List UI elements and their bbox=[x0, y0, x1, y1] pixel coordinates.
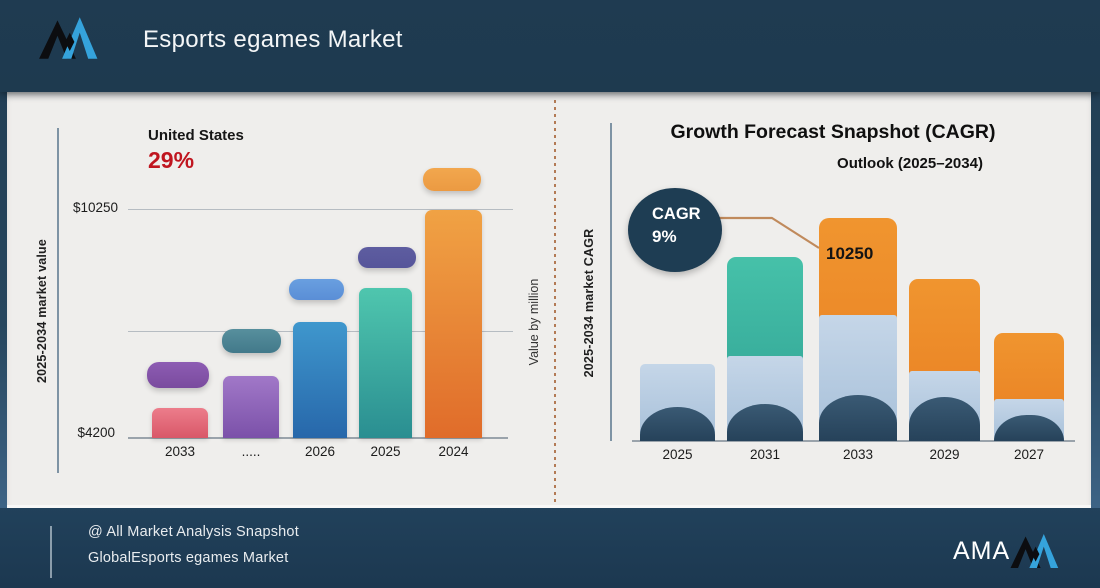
left-y-tick-top: $10250 bbox=[72, 200, 118, 215]
left-y-axis-label: 2025-2034 market value bbox=[35, 238, 49, 384]
right-bar-segment-2031 bbox=[727, 404, 803, 441]
cagr-badge: CAGR 9% bbox=[628, 188, 722, 272]
left-bar-2025 bbox=[359, 288, 412, 438]
footer-brand-text: AMA bbox=[953, 537, 1011, 565]
left-bar-cap-2024 bbox=[423, 168, 481, 191]
right-bar-segment-2033 bbox=[819, 395, 897, 441]
cagr-badge-label: CAGR bbox=[652, 205, 701, 223]
header: Esports egames Market bbox=[0, 0, 1100, 92]
right-y-axis-label: 2025-2034 market CAGR bbox=[582, 228, 596, 378]
left-y-tick-bottom: $4200 bbox=[77, 425, 115, 440]
right-x-tick-2025: 2025 bbox=[662, 447, 693, 462]
left-bar-2026 bbox=[293, 322, 347, 438]
right-bar-segment-2029 bbox=[909, 397, 980, 441]
cagr-badge-value: 9% bbox=[652, 227, 677, 246]
footer: @ All Market Analysis Snapshot GlobalEsp… bbox=[0, 508, 1100, 588]
left-x-tick-2026: 2026 bbox=[304, 444, 336, 459]
left-x-axis-line bbox=[128, 437, 508, 439]
right-y-axis-line bbox=[610, 123, 612, 441]
right-x-tick-2033: 2033 bbox=[842, 447, 874, 462]
right-x-tick-2027: 2027 bbox=[1013, 447, 1045, 462]
cagr-connector-line bbox=[718, 216, 820, 249]
left-x-tick-2033: 2033 bbox=[164, 444, 196, 459]
footer-ama-logo-icon bbox=[1010, 534, 1059, 568]
left-x-tick-2024: 2024 bbox=[438, 444, 469, 459]
peak-value-label: 10250 bbox=[826, 244, 874, 263]
report-title: Esports egames Market bbox=[143, 26, 403, 53]
left-x-tick-.....: ..... bbox=[241, 444, 261, 459]
left-bar-2033 bbox=[152, 408, 208, 438]
right-chart-title: Growth Forecast Snapshot (CAGR) bbox=[670, 121, 996, 143]
gridline-top bbox=[128, 209, 513, 210]
panel-divider bbox=[554, 100, 556, 505]
right-x-tick-2029: 2029 bbox=[929, 447, 960, 462]
left-growth-value: 29% bbox=[148, 147, 195, 173]
right-chart-subtitle: Outlook (2025–2034) bbox=[837, 155, 983, 172]
left-y-axis-line bbox=[57, 128, 59, 473]
footer-divider-line bbox=[50, 526, 52, 578]
ama-logo-icon bbox=[39, 17, 98, 59]
right-x-tick-2031: 2031 bbox=[749, 447, 781, 462]
left-bar-cap-2026 bbox=[289, 279, 344, 300]
left-bar-..... bbox=[223, 376, 279, 438]
left-bar-2024 bbox=[425, 210, 482, 438]
left-bar-cap-2025 bbox=[358, 247, 416, 268]
footer-note-line2: GlobalEsports egames Market bbox=[88, 550, 289, 566]
left-value-axis-label: Value by million bbox=[527, 278, 541, 366]
left-bar-cap-2033 bbox=[147, 362, 209, 388]
left-bar-cap-..... bbox=[222, 329, 281, 353]
right-x-axis-line bbox=[632, 440, 1075, 442]
left-region-label: United States bbox=[148, 127, 244, 144]
footer-note-line1: @ All Market Analysis Snapshot bbox=[88, 524, 299, 540]
left-x-tick-2025: 2025 bbox=[370, 444, 401, 459]
